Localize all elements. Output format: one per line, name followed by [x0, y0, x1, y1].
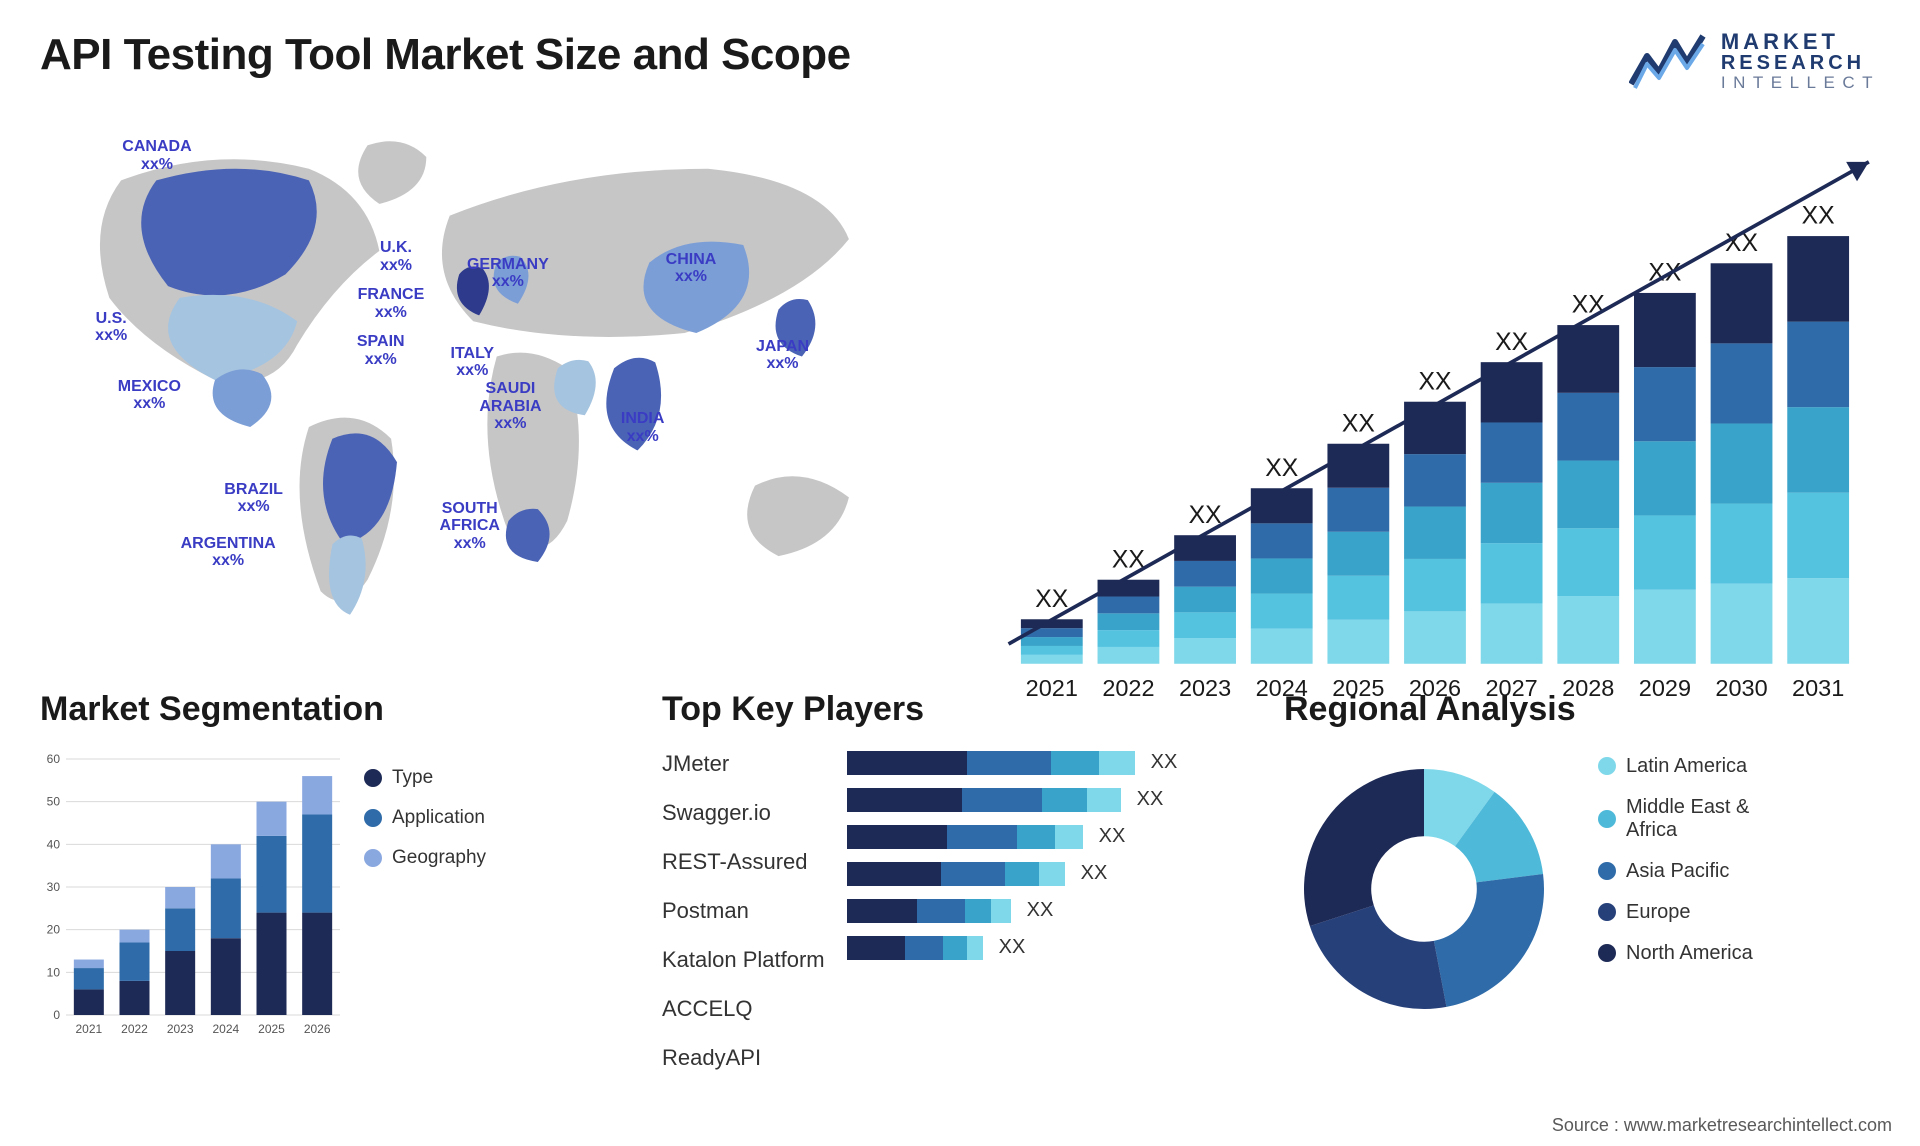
map-country-label: CANADAxx% — [122, 138, 191, 173]
map-country-label: FRANCExx% — [358, 286, 425, 321]
svg-text:60: 60 — [47, 752, 61, 766]
growth-bar-chart: XX2021XX2022XX2023XX2024XX2025XX2026XX20… — [990, 110, 1880, 650]
map-country-label: CHINAxx% — [666, 251, 717, 286]
svg-text:XX: XX — [1495, 329, 1528, 356]
legend-item: Asia Pacific — [1598, 860, 1753, 883]
regional-legend: Latin America Middle East &Africa Asia Pac… — [1598, 749, 1753, 965]
svg-text:2022: 2022 — [121, 1022, 148, 1036]
segmentation-chart: 0 10 20 30 40 50 60 2021 2022 2023 2024 2025 2026 — [40, 749, 340, 1039]
page-title: API Testing Tool Market Size and Scope — [40, 30, 851, 80]
svg-text:10: 10 — [47, 965, 61, 979]
svg-text:2029: 2029 — [1639, 675, 1691, 701]
player-bar-row: XX — [847, 862, 1178, 886]
legend-item: North America — [1598, 942, 1753, 965]
world-map: CANADAxx% U.S.xx% MEXICOxx% BRAZILxx% ARGENT… — [40, 110, 930, 650]
svg-text:XX: XX — [1265, 455, 1298, 482]
svg-text:2022: 2022 — [1102, 675, 1154, 701]
svg-text:40: 40 — [47, 837, 61, 851]
segmentation-title: Market Segmentation — [40, 690, 636, 729]
legend-item: Application — [364, 807, 486, 829]
segmentation-legend: Type Application Geography — [364, 749, 486, 869]
source-link[interactable]: www.marketresearchintellect.com — [1624, 1115, 1892, 1135]
legend-item: Geography — [364, 847, 486, 869]
players-bar-chart: XX XX XX XX XX XX — [847, 749, 1178, 1082]
svg-text:30: 30 — [47, 880, 61, 894]
logo-mark-icon — [1629, 32, 1707, 90]
legend-item: Middle East &Africa — [1598, 796, 1753, 842]
legend-item: Europe — [1598, 901, 1753, 924]
player-name: JMeter — [662, 751, 825, 788]
svg-text:2026: 2026 — [304, 1022, 331, 1036]
svg-text:2025: 2025 — [1332, 675, 1384, 701]
player-name: Swagger.io — [662, 800, 825, 837]
svg-text:2024: 2024 — [1256, 675, 1308, 701]
map-country-label: U.S.xx% — [95, 310, 127, 345]
logo-line3: INTELLECT — [1721, 74, 1880, 92]
player-name: Postman — [662, 898, 825, 935]
player-name: REST-Assured — [662, 849, 825, 886]
map-country-label: MEXICOxx% — [118, 378, 181, 413]
player-bar-row: XX — [847, 788, 1178, 812]
svg-text:2030: 2030 — [1715, 675, 1767, 701]
svg-text:XX: XX — [1035, 586, 1068, 613]
map-country-label: ARGENTINAxx% — [181, 535, 276, 570]
svg-text:2028: 2028 — [1562, 675, 1614, 701]
map-country-label: SPAINxx% — [357, 333, 405, 368]
svg-text:2027: 2027 — [1486, 675, 1538, 701]
map-country-label: BRAZILxx% — [224, 481, 283, 516]
logo-line2: RESEARCH — [1721, 53, 1880, 74]
svg-text:2026: 2026 — [1409, 675, 1461, 701]
legend-item: Type — [364, 767, 486, 789]
svg-text:50: 50 — [47, 795, 61, 809]
map-country-label: U.K.xx% — [380, 239, 412, 274]
svg-text:XX: XX — [1342, 410, 1375, 437]
map-country-label: SOUTHAFRICAxx% — [440, 500, 500, 553]
svg-text:20: 20 — [47, 923, 61, 937]
player-bar-row: XX — [847, 936, 1178, 960]
source-attribution: Source : www.marketresearchintellect.com — [1552, 1115, 1892, 1136]
svg-text:2025: 2025 — [258, 1022, 285, 1036]
players-name-list: JMeter Swagger.io REST-Assured Postman Katal… — [662, 749, 825, 1082]
map-country-label: SAUDIARABIAxx% — [479, 380, 541, 433]
brand-logo: MARKET RESEARCH INTELLECT — [1629, 30, 1880, 92]
svg-text:2023: 2023 — [1179, 675, 1231, 701]
svg-text:0: 0 — [53, 1008, 60, 1022]
logo-line1: MARKET — [1721, 30, 1880, 53]
svg-text:2021: 2021 — [1026, 675, 1078, 701]
player-name: ACCELQ — [662, 996, 825, 1033]
svg-text:XX: XX — [1189, 502, 1222, 529]
player-bar-row: XX — [847, 751, 1178, 775]
legend-item: Latin America — [1598, 755, 1753, 778]
svg-text:2023: 2023 — [167, 1022, 194, 1036]
regional-donut-chart — [1284, 749, 1564, 1029]
svg-text:2024: 2024 — [212, 1022, 239, 1036]
player-name: ReadyAPI — [662, 1045, 825, 1082]
map-country-label: INDIAxx% — [621, 410, 665, 445]
map-country-label: GERMANYxx% — [467, 256, 549, 291]
svg-text:2021: 2021 — [75, 1022, 102, 1036]
segmentation-panel: Market Segmentation 0 10 20 30 40 50 60 2021 202… — [40, 690, 636, 1082]
svg-text:2031: 2031 — [1792, 675, 1844, 701]
player-bar-row: XX — [847, 899, 1178, 923]
map-country-label: ITALYxx% — [451, 345, 495, 380]
player-bar-row: XX — [847, 825, 1178, 849]
map-country-label: JAPANxx% — [756, 338, 809, 373]
svg-text:XX: XX — [1802, 203, 1835, 230]
svg-text:XX: XX — [1418, 368, 1451, 395]
player-name: Katalon Platform — [662, 947, 825, 984]
